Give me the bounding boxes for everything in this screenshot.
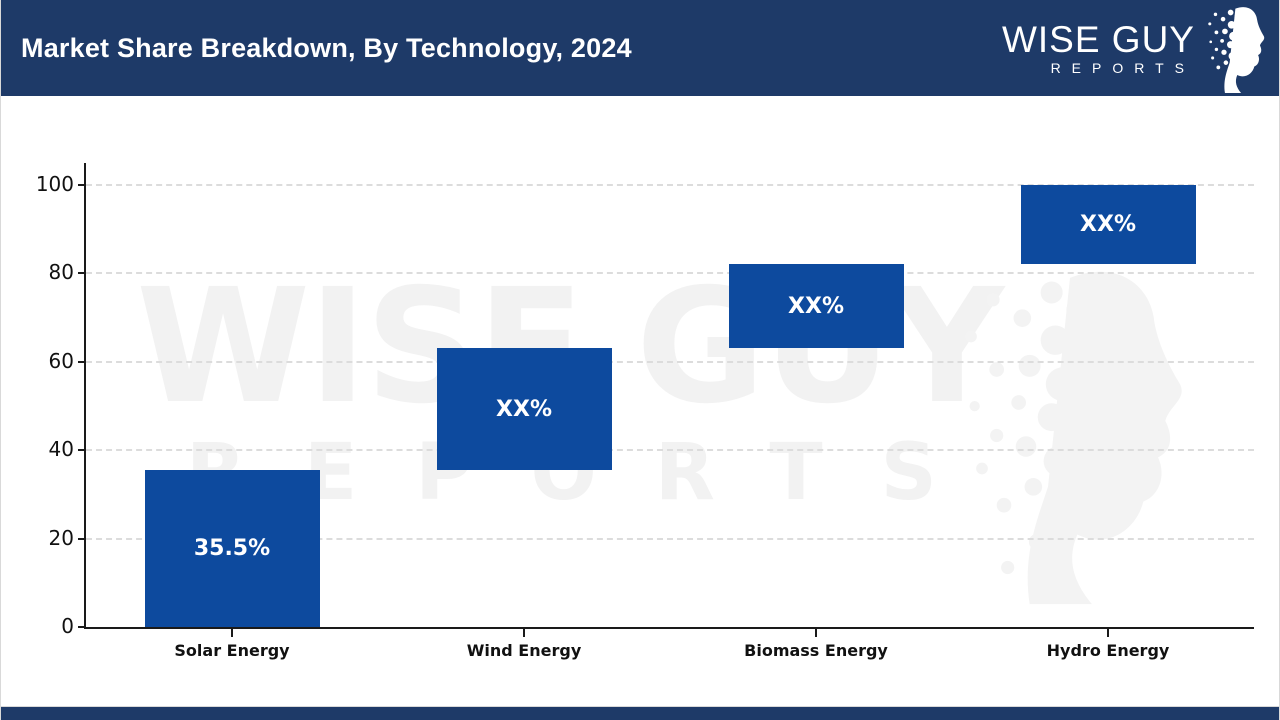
x-tick-mark bbox=[1107, 629, 1109, 637]
x-tick-mark bbox=[523, 629, 525, 637]
x-axis-line bbox=[84, 627, 1254, 629]
bar-segment: XX% bbox=[1020, 184, 1196, 265]
y-gridline bbox=[86, 360, 1254, 363]
y-tick-mark bbox=[78, 183, 86, 186]
y-tick-label: 0 bbox=[61, 614, 74, 638]
x-tick-mark bbox=[815, 629, 817, 637]
frame-border bbox=[1, 706, 1279, 707]
logo-head-icon bbox=[1208, 7, 1265, 93]
bar-value-label: XX% bbox=[1080, 211, 1136, 237]
y-gridline bbox=[86, 183, 1254, 186]
y-gridline bbox=[86, 537, 1254, 540]
y-tick-mark bbox=[78, 626, 86, 628]
bar-value-label: 35.5% bbox=[193, 535, 271, 561]
x-category-label: Wind Energy bbox=[466, 641, 582, 660]
x-category-label: Solar Energy bbox=[174, 641, 290, 660]
y-tick-label: 100 bbox=[35, 171, 74, 196]
logo-subtitle: REPORTS bbox=[1050, 59, 1195, 76]
x-category-label: Biomass Energy bbox=[744, 641, 888, 660]
bar-value-label: XX% bbox=[496, 396, 552, 422]
y-tick-mark bbox=[78, 449, 86, 451]
y-tick-mark bbox=[78, 360, 86, 363]
y-gridline bbox=[86, 449, 1254, 451]
y-tick-label: 40 bbox=[48, 437, 74, 461]
page-title: Market Share Breakdown, By Technology, 2… bbox=[21, 32, 632, 63]
y-tick-label: 80 bbox=[48, 260, 74, 284]
y-tick-label: 60 bbox=[48, 348, 74, 373]
bar-value-label: XX% bbox=[788, 293, 844, 319]
wise-guy-reports-logo: WISE GUY REPORTS bbox=[1002, 0, 1267, 96]
x-tick-mark bbox=[231, 629, 233, 637]
y-axis-line bbox=[84, 163, 86, 629]
logo-wordmark: WISE GUY bbox=[1001, 18, 1195, 60]
bar-segment: XX% bbox=[728, 264, 904, 349]
bar-segment: 35.5% bbox=[144, 469, 320, 627]
y-tick-mark bbox=[78, 537, 86, 540]
watermark-head-icon bbox=[965, 271, 1182, 605]
bar-segment: XX% bbox=[436, 348, 612, 470]
y-gridline bbox=[86, 272, 1254, 274]
y-tick-label: 20 bbox=[48, 525, 74, 550]
logo-text: WISE GUY REPORTS bbox=[1002, 21, 1195, 76]
header-bar: Market Share Breakdown, By Technology, 2… bbox=[1, 0, 1279, 96]
x-category-label: Hydro Energy bbox=[1046, 641, 1170, 660]
footer-bar bbox=[1, 707, 1279, 720]
y-tick-mark bbox=[78, 272, 86, 274]
